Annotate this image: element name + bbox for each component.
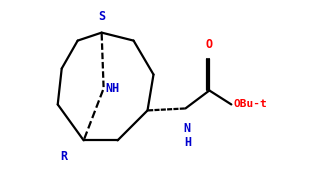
Text: N: N: [184, 122, 191, 135]
Text: OBu-t: OBu-t: [233, 99, 267, 110]
Text: O: O: [206, 38, 213, 51]
Text: NH: NH: [106, 82, 120, 95]
Text: H: H: [184, 136, 191, 149]
Text: S: S: [98, 10, 105, 23]
Text: R: R: [60, 150, 67, 163]
